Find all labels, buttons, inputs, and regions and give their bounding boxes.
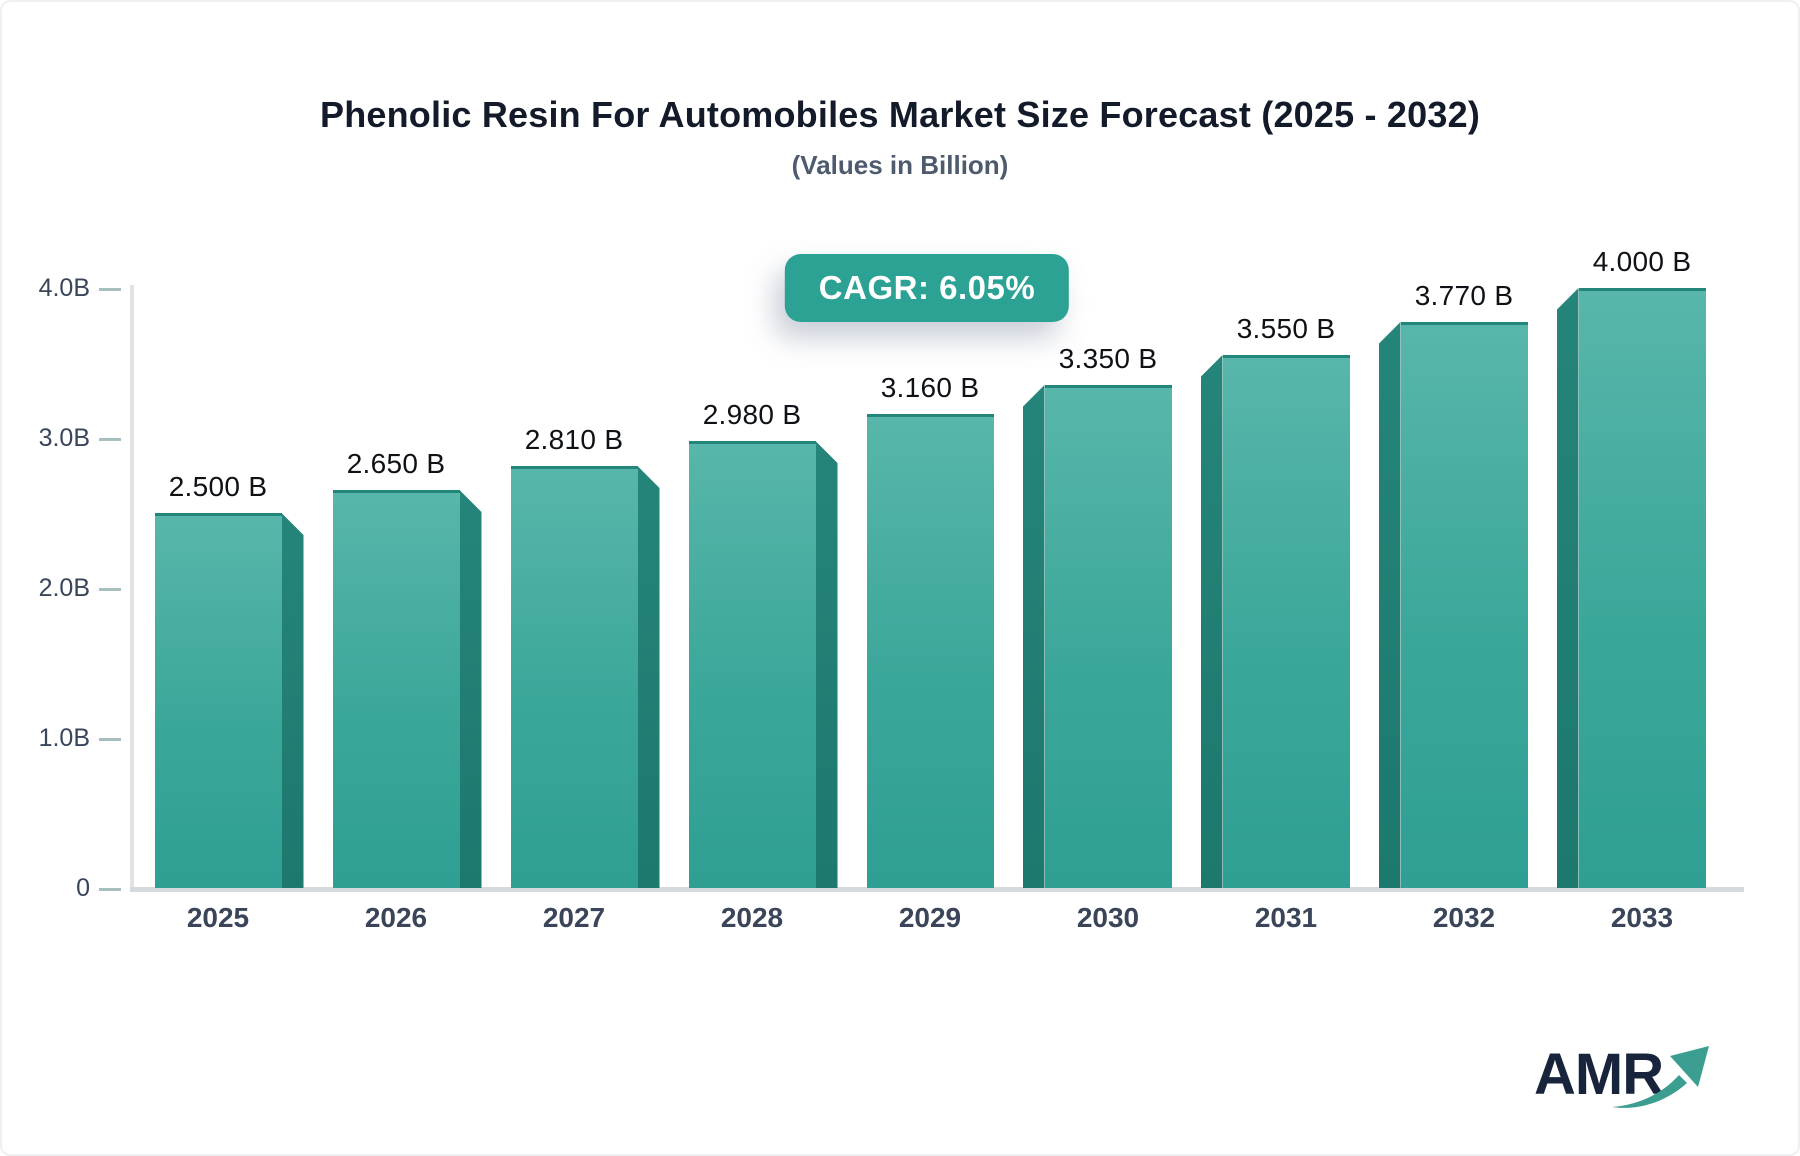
bar-face-2025 <box>154 513 282 888</box>
bar-side-2030 <box>1022 385 1045 888</box>
x-tick-label: 2029 <box>898 902 962 933</box>
bar-side-2032 <box>1378 322 1401 888</box>
brand-logo: AMR <box>1534 1044 1724 1119</box>
bar-side-2025 <box>281 513 304 888</box>
bar-value-label: 2.980 B <box>702 399 802 430</box>
brand-name: AMR <box>1534 1042 1664 1107</box>
x-tick-label: 2030 <box>1076 902 1140 933</box>
x-tick-label: 2032 <box>1432 902 1496 933</box>
bar-face-2029 <box>866 414 994 888</box>
x-tick-label: 2027 <box>542 902 606 933</box>
x-tick-label: 2025 <box>186 902 250 933</box>
bar-value-label: 3.770 B <box>1414 280 1514 311</box>
x-tick-label: 2026 <box>364 902 428 933</box>
y-tick-dash <box>99 438 121 441</box>
bar-value-label: 3.550 B <box>1236 313 1336 344</box>
bar-face-2028 <box>688 441 816 888</box>
x-tick-label: 2031 <box>1254 902 1318 933</box>
y-tick-dash <box>99 888 121 891</box>
bar-face-2032 <box>1400 322 1528 888</box>
bar-value-label: 3.350 B <box>1058 343 1158 374</box>
bar-side-2027 <box>637 466 660 888</box>
y-tick-label: 3.0B <box>38 424 90 452</box>
bar-value-label: 3.160 B <box>880 372 980 403</box>
y-tick-dash <box>99 738 121 741</box>
chart-subtitle: (Values in Billion) <box>791 150 1009 180</box>
growth-arrow-icon <box>1612 1046 1709 1108</box>
bar-value-label: 2.650 B <box>346 448 446 479</box>
chart-title: Phenolic Resin For Automobiles Market Si… <box>319 94 1481 135</box>
y-tick-label: 0 <box>76 874 90 902</box>
bar-face-2033 <box>1578 288 1706 888</box>
x-tick-label: 2033 <box>1610 902 1674 933</box>
bar-face-2030 <box>1044 385 1172 888</box>
y-tick-dash <box>99 288 121 291</box>
y-tick-label: 4.0B <box>38 274 90 302</box>
bar-face-2031 <box>1222 355 1350 888</box>
bar-side-2031 <box>1200 355 1223 888</box>
y-tick-label: 1.0B <box>38 724 90 752</box>
cagr-badge: CAGR: 6.05% <box>784 254 1070 322</box>
y-tick-dash <box>99 588 121 591</box>
bar-face-2026 <box>332 490 460 888</box>
x-tick-label: 2028 <box>720 902 784 933</box>
y-axis-line <box>130 285 134 891</box>
bar-side-2028 <box>815 441 838 888</box>
bar-side-2026 <box>459 490 482 888</box>
bar-side-2033 <box>1556 288 1579 888</box>
bar-face-2027 <box>510 466 638 888</box>
y-tick-label: 2.0B <box>38 574 90 602</box>
bar-value-label: 2.500 B <box>168 471 268 502</box>
bar-value-label: 2.810 B <box>524 424 624 455</box>
x-axis-line <box>130 887 1744 892</box>
bar-value-label: 4.000 B <box>1592 246 1692 277</box>
